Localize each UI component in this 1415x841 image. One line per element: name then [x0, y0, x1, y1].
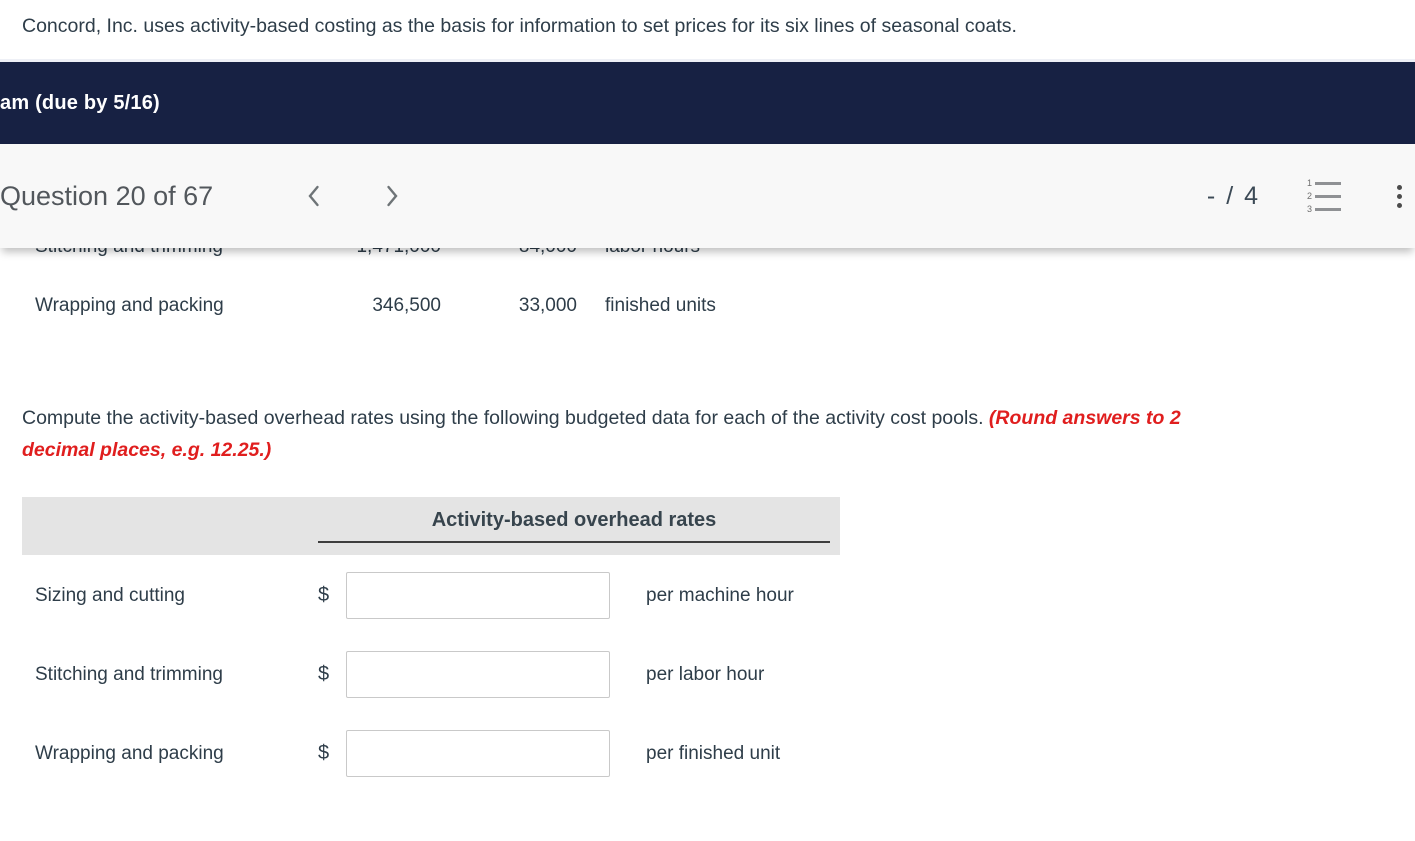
numbered-list-icon: 3	[1304, 205, 1341, 214]
problem-intro-text: Concord, Inc. uses activity-based costin…	[22, 15, 1017, 37]
previous-question-button[interactable]	[297, 144, 331, 248]
instruction-emphasis: decimal places, e.g. 12.25.)	[22, 439, 272, 461]
chevron-left-icon	[303, 183, 325, 209]
instruction-main: Compute the activity-based overhead rate…	[22, 407, 984, 429]
assignment-banner: am (due by 5/16)	[0, 62, 1415, 144]
answer-row-stitching-and-trimming: Stitching and trimming $ per labor hour	[35, 651, 1415, 698]
instruction-text: Compute the activity-based overhead rate…	[22, 402, 1393, 466]
chevron-right-icon	[381, 183, 403, 209]
kebab-menu-icon[interactable]	[1393, 181, 1406, 212]
activity-label: Stitching and trimming	[35, 663, 223, 685]
numbered-list-icon: 2	[1304, 192, 1341, 201]
driver-quantity: 33,000	[518, 295, 577, 316]
answer-table-header: Activity-based overhead rates	[318, 509, 830, 543]
next-question-button[interactable]	[375, 144, 1415, 248]
answer-row-wrapping-and-packing: Wrapping and packing $ per finished unit	[35, 730, 1415, 777]
score-display: - / 4	[1206, 181, 1260, 210]
dollar-sign: $	[318, 742, 330, 764]
rate-input-wrapping-and-packing[interactable]	[346, 730, 610, 777]
budget-table-clipped-row-wrap: Stitching and trimming 1,471,000 84,000 …	[0, 248, 1415, 260]
question-header: Question 20 of 67 - / 4 1 2	[0, 144, 1415, 248]
table-row: Stitching and trimming 1,471,000 84,000 …	[0, 248, 1415, 260]
rate-unit-label: per finished unit	[646, 742, 781, 764]
instruction-emphasis: (Round answers to 2	[988, 407, 1181, 429]
table-row: Wrapping and packing 346,500 33,000 fini…	[0, 293, 1415, 319]
rate-unit-label: per machine hour	[646, 584, 794, 606]
answer-row-sizing-and-cutting: Sizing and cutting $ per machine hour	[35, 572, 1415, 619]
activity-label: Wrapping and packing	[35, 295, 224, 316]
dollar-sign: $	[318, 584, 330, 606]
activity-label: Stitching and trimming	[35, 248, 305, 260]
activity-label: Wrapping and packing	[35, 742, 224, 764]
problem-intro: Concord, Inc. uses activity-based costin…	[0, 0, 1415, 62]
question-title: Question 20 of 67	[0, 180, 214, 211]
question-list-button[interactable]: 1 2 3	[1304, 179, 1341, 214]
question-header-actions: - / 4 1 2 3	[1207, 144, 1406, 248]
driver-label: labor hours	[577, 248, 1415, 260]
answer-table-header-band: Activity-based overhead rates	[22, 497, 840, 555]
driver-quantity: 84,000	[441, 248, 577, 260]
rate-input-stitching-and-trimming[interactable]	[346, 651, 610, 698]
activity-label: Sizing and cutting	[35, 584, 185, 606]
numbered-list-icon: 1	[1304, 179, 1341, 188]
assignment-title: am (due by 5/16)	[0, 91, 160, 114]
rate-unit-label: per labor hour	[646, 663, 765, 685]
cost-value: 1,471,000	[305, 248, 441, 260]
driver-label: finished units	[605, 295, 716, 316]
cost-value: 346,500	[372, 295, 441, 316]
rate-input-sizing-and-cutting[interactable]	[346, 572, 610, 619]
dollar-sign: $	[318, 663, 330, 685]
